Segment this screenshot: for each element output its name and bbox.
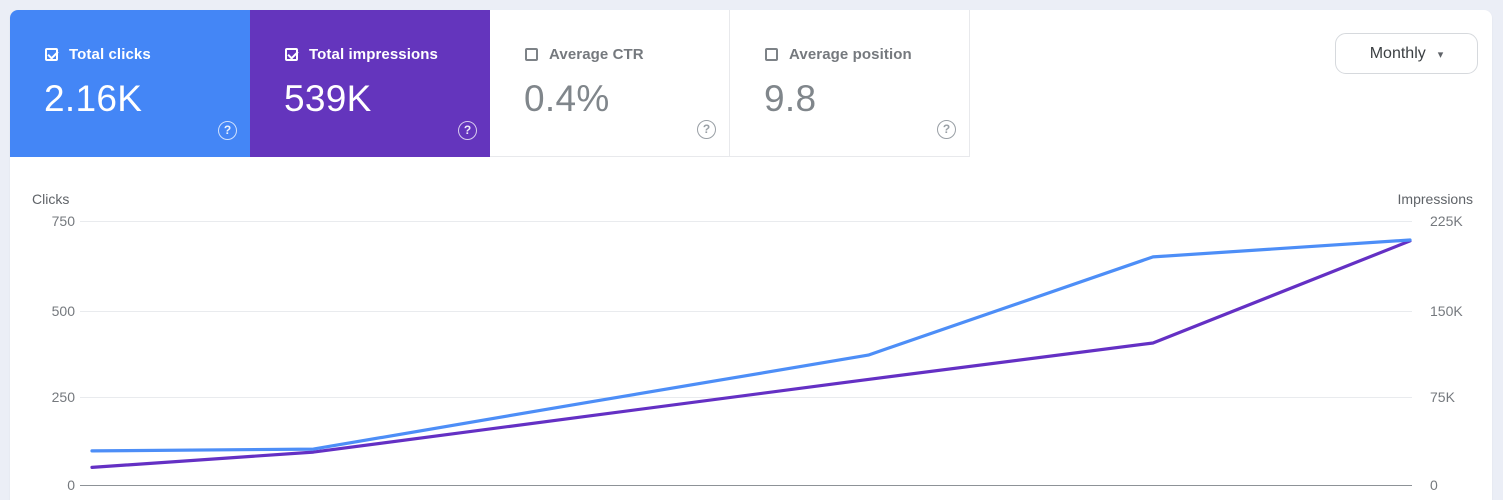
chevron-down-icon: ▾ — [1437, 49, 1444, 61]
card-value: 2.16K — [44, 78, 143, 119]
chart-gridline — [80, 221, 1412, 222]
checkbox-icon[interactable] — [765, 48, 778, 61]
card-value: 0.4% — [524, 78, 610, 119]
help-icon[interactable]: ? — [697, 120, 716, 139]
left-axis-tick: 0 — [67, 477, 75, 493]
metrics-row: Total clicks 2.16K ? Total impressions 5… — [10, 10, 970, 157]
metric-card-total-impressions[interactable]: Total impressions 539K ? — [250, 10, 490, 157]
chart-gridline — [80, 397, 1412, 398]
metric-card-average-ctr[interactable]: Average CTR 0.4% ? — [490, 10, 730, 157]
impressions-line — [90, 239, 1412, 469]
date-grouping-label: Monthly — [1369, 44, 1426, 62]
card-label: Total clicks — [69, 46, 151, 63]
chart-gridline — [80, 311, 1412, 312]
date-grouping-dropdown[interactable]: Monthly ▾ — [1335, 33, 1478, 74]
right-axis-tick: 0 — [1430, 477, 1438, 493]
help-icon[interactable]: ? — [218, 121, 237, 140]
help-icon[interactable]: ? — [937, 120, 956, 139]
right-axis-title: Impressions — [1397, 191, 1473, 207]
performance-panel: Total clicks 2.16K ? Total impressions 5… — [10, 10, 1492, 500]
left-axis-tick: 250 — [51, 389, 75, 405]
right-axis-tick: 225K — [1430, 213, 1463, 229]
card-label: Total impressions — [309, 46, 438, 63]
right-axis-tick: 75K — [1430, 389, 1455, 405]
right-axis-tick: 150K — [1430, 303, 1463, 319]
metric-card-total-clicks[interactable]: Total clicks 2.16K ? — [10, 10, 250, 157]
metric-card-average-position[interactable]: Average position 9.8 ? — [730, 10, 970, 157]
checkbox-icon[interactable] — [285, 48, 298, 61]
help-icon[interactable]: ? — [458, 121, 477, 140]
left-axis-title: Clicks — [32, 191, 70, 207]
clicks-line — [90, 238, 1412, 453]
checkbox-icon[interactable] — [525, 48, 538, 61]
card-value: 539K — [284, 78, 372, 119]
card-label: Average CTR — [549, 46, 644, 63]
chart-baseline — [80, 485, 1412, 486]
left-axis-tick: 500 — [51, 303, 75, 319]
card-label: Average position — [789, 46, 912, 63]
left-axis-tick: 750 — [51, 213, 75, 229]
card-value: 9.8 — [764, 78, 817, 119]
checkbox-icon[interactable] — [45, 48, 58, 61]
